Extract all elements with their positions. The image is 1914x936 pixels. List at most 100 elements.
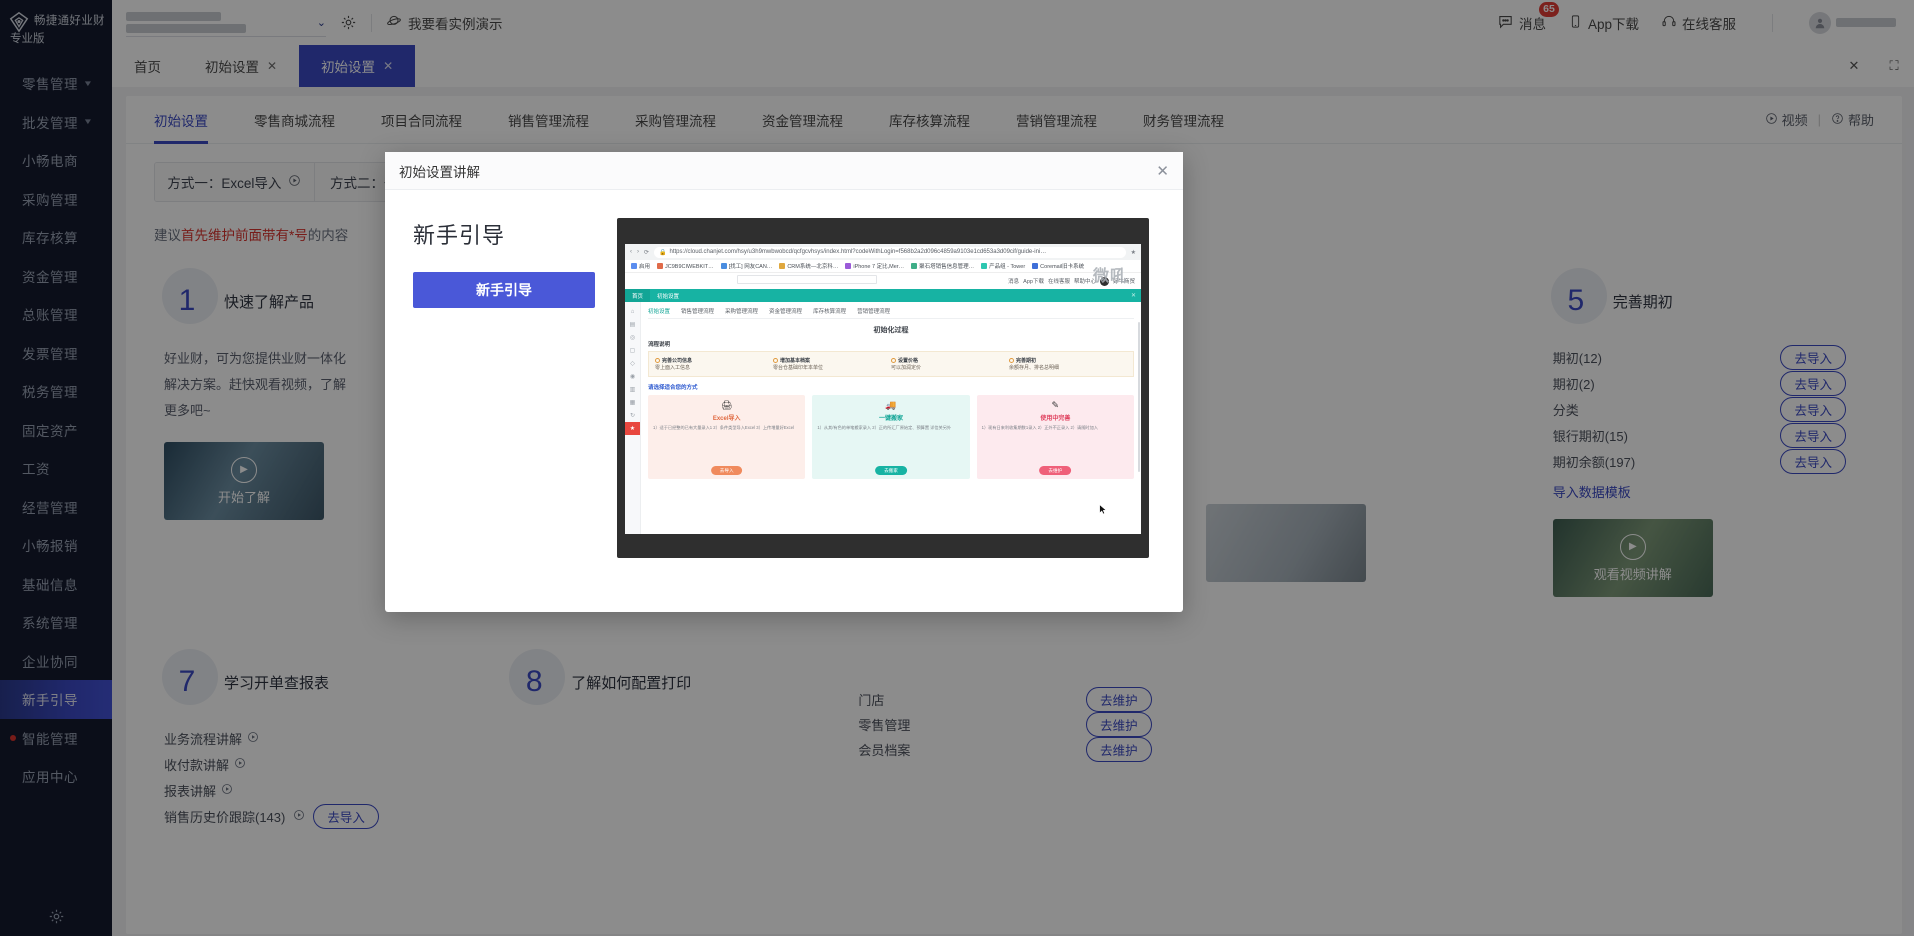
flow-tab-4[interactable]: 采购管理流程 [635, 96, 716, 144]
sidebar-item-4[interactable]: 库存核算 [0, 218, 112, 257]
flow-tab-5[interactable]: 资金管理流程 [762, 96, 843, 144]
video-thumbnail[interactable]: ▶ 开始了解 [164, 442, 324, 520]
help-link[interactable]: 帮助 [1831, 110, 1874, 129]
bookmark-item[interactable]: 产品组 - Tower [981, 262, 1025, 270]
chart-icon[interactable]: ▤ [629, 322, 636, 328]
import-button[interactable]: 去导入 [1780, 396, 1846, 422]
inner-nav-item[interactable]: 采购管理流程 [725, 309, 759, 315]
inner-scrollbar[interactable] [1138, 322, 1140, 472]
refresh-icon[interactable]: ↻ [629, 413, 636, 419]
inner-tab-initial-setup[interactable]: 初始设置 [650, 289, 686, 302]
video-thumbnail[interactable] [1205, 504, 1366, 582]
maintain-button[interactable]: 去维护 [1086, 737, 1152, 762]
sidebar-item-17[interactable]: 智能管理 [0, 719, 112, 758]
back-arrow-icon[interactable]: ‹ [630, 249, 632, 255]
sidebar-item-10[interactable]: 工资 [0, 449, 112, 488]
video-thumbnail[interactable]: ▶ 观看视频讲解 [1552, 519, 1713, 597]
company-selector[interactable]: ⌄ [126, 9, 326, 37]
flow-tab-2[interactable]: 项目合同流程 [381, 96, 462, 144]
inner-messages[interactable]: 消息 [1008, 277, 1019, 285]
flow-tab-3[interactable]: 销售管理流程 [508, 96, 589, 144]
list-item[interactable]: 销售历史价跟踪(143) 去导入 [164, 803, 475, 829]
sidebar-item-18[interactable]: 应用中心 [0, 757, 112, 796]
cart-icon[interactable]: ▢ [629, 348, 636, 354]
maintain-button[interactable]: 去维护 [1086, 687, 1152, 712]
book-icon[interactable]: ▥ [629, 387, 636, 393]
window-close-button[interactable]: ✕ [1848, 58, 1860, 73]
inner-close-icon[interactable]: ✕ [1130, 293, 1136, 299]
import-button[interactable]: 去导入 [1780, 370, 1846, 396]
inner-nav-item[interactable]: 初始设置 [648, 309, 671, 315]
inner-help-center[interactable]: 帮助中心 [1074, 277, 1096, 285]
tab-home[interactable]: 首页 [112, 45, 183, 87]
demo-link[interactable]: 我要看实例演示 [386, 13, 503, 33]
tutorial-screenshot[interactable]: ‹ › ⟳ 🔒 https://cloud.chanjet.com/hsy/u3… [617, 218, 1149, 558]
inner-card-button[interactable]: 去导入 [710, 466, 743, 475]
flow-tab-1[interactable]: 零售商城流程 [254, 96, 335, 144]
close-icon[interactable]: ✕ [1156, 162, 1169, 180]
inner-nav-item[interactable]: 销售管理流程 [681, 309, 715, 315]
forward-arrow-icon[interactable]: › [637, 249, 639, 255]
messages-button[interactable]: 消息 65 [1497, 1, 1559, 33]
list-item[interactable]: 业务流程讲解 [164, 725, 475, 751]
template-download-link[interactable]: 导入数据模板 [1552, 485, 1631, 500]
sidebar-item-3[interactable]: 采购管理 [0, 180, 112, 219]
inner-nav-item[interactable]: 资金管理流程 [769, 309, 803, 315]
list-item[interactable]: 收付款讲解 [164, 751, 475, 777]
box-icon[interactable]: ◇ [630, 361, 635, 367]
app-download-button[interactable]: App下载 [1568, 13, 1639, 33]
inner-search-input[interactable] [737, 275, 877, 284]
play-circle-icon[interactable] [288, 174, 301, 190]
coin-icon[interactable]: ◉ [629, 374, 636, 380]
bookmark-item[interactable]: JC9B9CIWEBKIT… [657, 262, 714, 270]
method-excel-import[interactable]: 方式一：Excel导入 [155, 163, 315, 201]
bookmark-item[interactable]: iPhone 7 定比,Mer… [845, 262, 904, 270]
flow-tab-7[interactable]: 营销管理流程 [1016, 96, 1097, 144]
maintain-button[interactable]: 去维护 [1086, 712, 1152, 737]
tab-initial-setup-2[interactable]: 初始设置 ✕ [299, 45, 416, 87]
sidebar-item-12[interactable]: 小畅报销 [0, 526, 112, 565]
inner-card-button[interactable]: 去维护 [1039, 466, 1072, 475]
sidebar-item-14[interactable]: 系统管理 [0, 603, 112, 642]
play-circle-icon[interactable] [234, 757, 246, 772]
sidebar-item-2[interactable]: 小畅电商 [0, 141, 112, 180]
eye-icon[interactable]: ◎ [629, 335, 636, 341]
inner-nav-item[interactable]: 营销管理流程 [857, 309, 891, 315]
sidebar-item-6[interactable]: 总账管理 [0, 295, 112, 334]
sidebar-item-9[interactable]: 固定资产 [0, 411, 112, 450]
user-menu[interactable] [1809, 11, 1896, 34]
url-input[interactable]: 🔒 https://cloud.chanjet.com/hsy/u3h9mwbw… [654, 246, 1126, 258]
sidebar-item-0[interactable]: 零售管理 ▼ [0, 64, 112, 103]
bookmark-item[interactable]: [找工] 网友CAN… [720, 262, 772, 270]
window-maximize-button[interactable]: ⛶ [1889, 58, 1899, 73]
close-icon[interactable]: ✕ [383, 59, 394, 73]
inner-card-complete-in-use[interactable]: ✎ 使用中完善 1）现有日来利收集期数1录入 2）正外不正录入 2）请随时加入 … [976, 395, 1134, 479]
flow-tab-0[interactable]: 初始设置 [154, 96, 208, 144]
bookmark-item[interactable]: Coremail旧卡系统 [1032, 262, 1084, 270]
import-button[interactable]: 去导入 [1780, 448, 1846, 474]
inner-card-button[interactable]: 去搬家 [875, 466, 907, 475]
sidebar-item-15[interactable]: 企业协同 [0, 642, 112, 681]
sidebar-item-16[interactable]: 新手引导 [0, 680, 112, 719]
calc-icon[interactable]: ▦ [629, 400, 636, 406]
sidebar-item-5[interactable]: 资金管理 [0, 257, 112, 296]
import-button[interactable]: 去导入 [313, 803, 379, 829]
bookmark-item[interactable]: 启用 [631, 262, 650, 270]
sidebar-item-8[interactable]: 税务管理 [0, 372, 112, 411]
inner-card-excel-import[interactable]: 🖨 Excel导入 1）适于已经整的已有大量录入1 2）条件类型导入Excel … [648, 395, 806, 479]
inner-app-download[interactable]: App下载 [1023, 277, 1044, 285]
sidebar-item-11[interactable]: 经营管理 [0, 488, 112, 527]
active-module-icon[interactable]: ★ [625, 422, 640, 435]
import-button[interactable]: 去导入 [1780, 422, 1846, 448]
inner-nav-item[interactable]: 库存核算流程 [813, 309, 847, 315]
play-circle-icon[interactable] [247, 731, 259, 746]
video-link[interactable]: 视频 [1765, 110, 1808, 129]
play-circle-icon[interactable] [221, 783, 233, 798]
sidebar-item-1[interactable]: 批发管理 ▼ [0, 103, 112, 142]
list-item[interactable]: 报表讲解 [164, 777, 475, 803]
inner-tab-home[interactable]: 首页 [625, 289, 651, 302]
play-circle-icon[interactable] [293, 809, 305, 824]
inner-card-one-click-move[interactable]: 🚚 一键搬家 1）从其/有色的单笔搬家录入 2）正的所汇厂原始定、预算置 详信关… [812, 395, 970, 479]
flow-tab-6[interactable]: 库存核算流程 [889, 96, 970, 144]
home-icon[interactable]: ⌂ [630, 308, 635, 315]
